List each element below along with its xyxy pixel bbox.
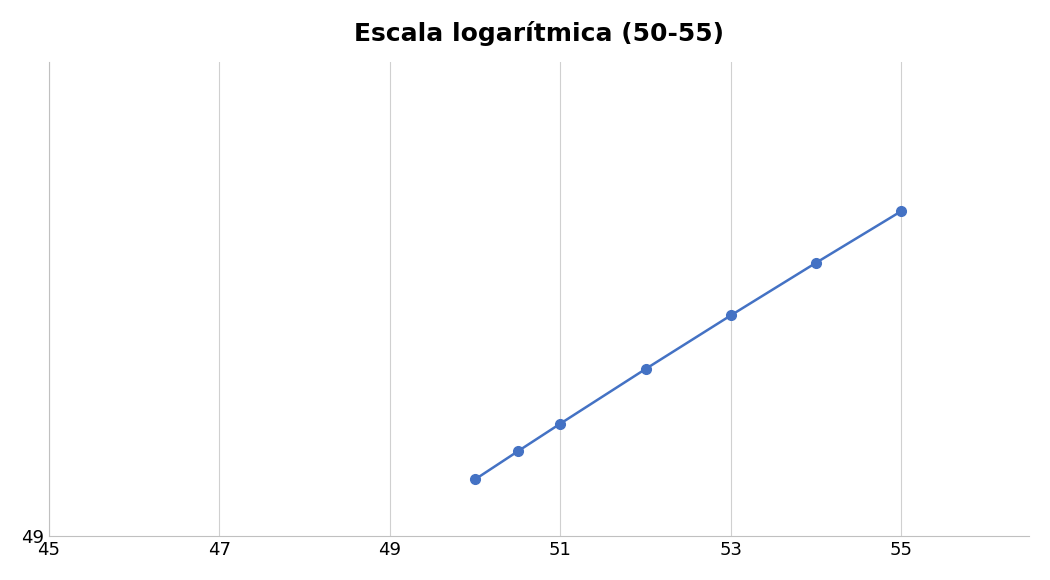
Title: Escala logarítmica (50-55): Escala logarítmica (50-55) (354, 21, 723, 46)
